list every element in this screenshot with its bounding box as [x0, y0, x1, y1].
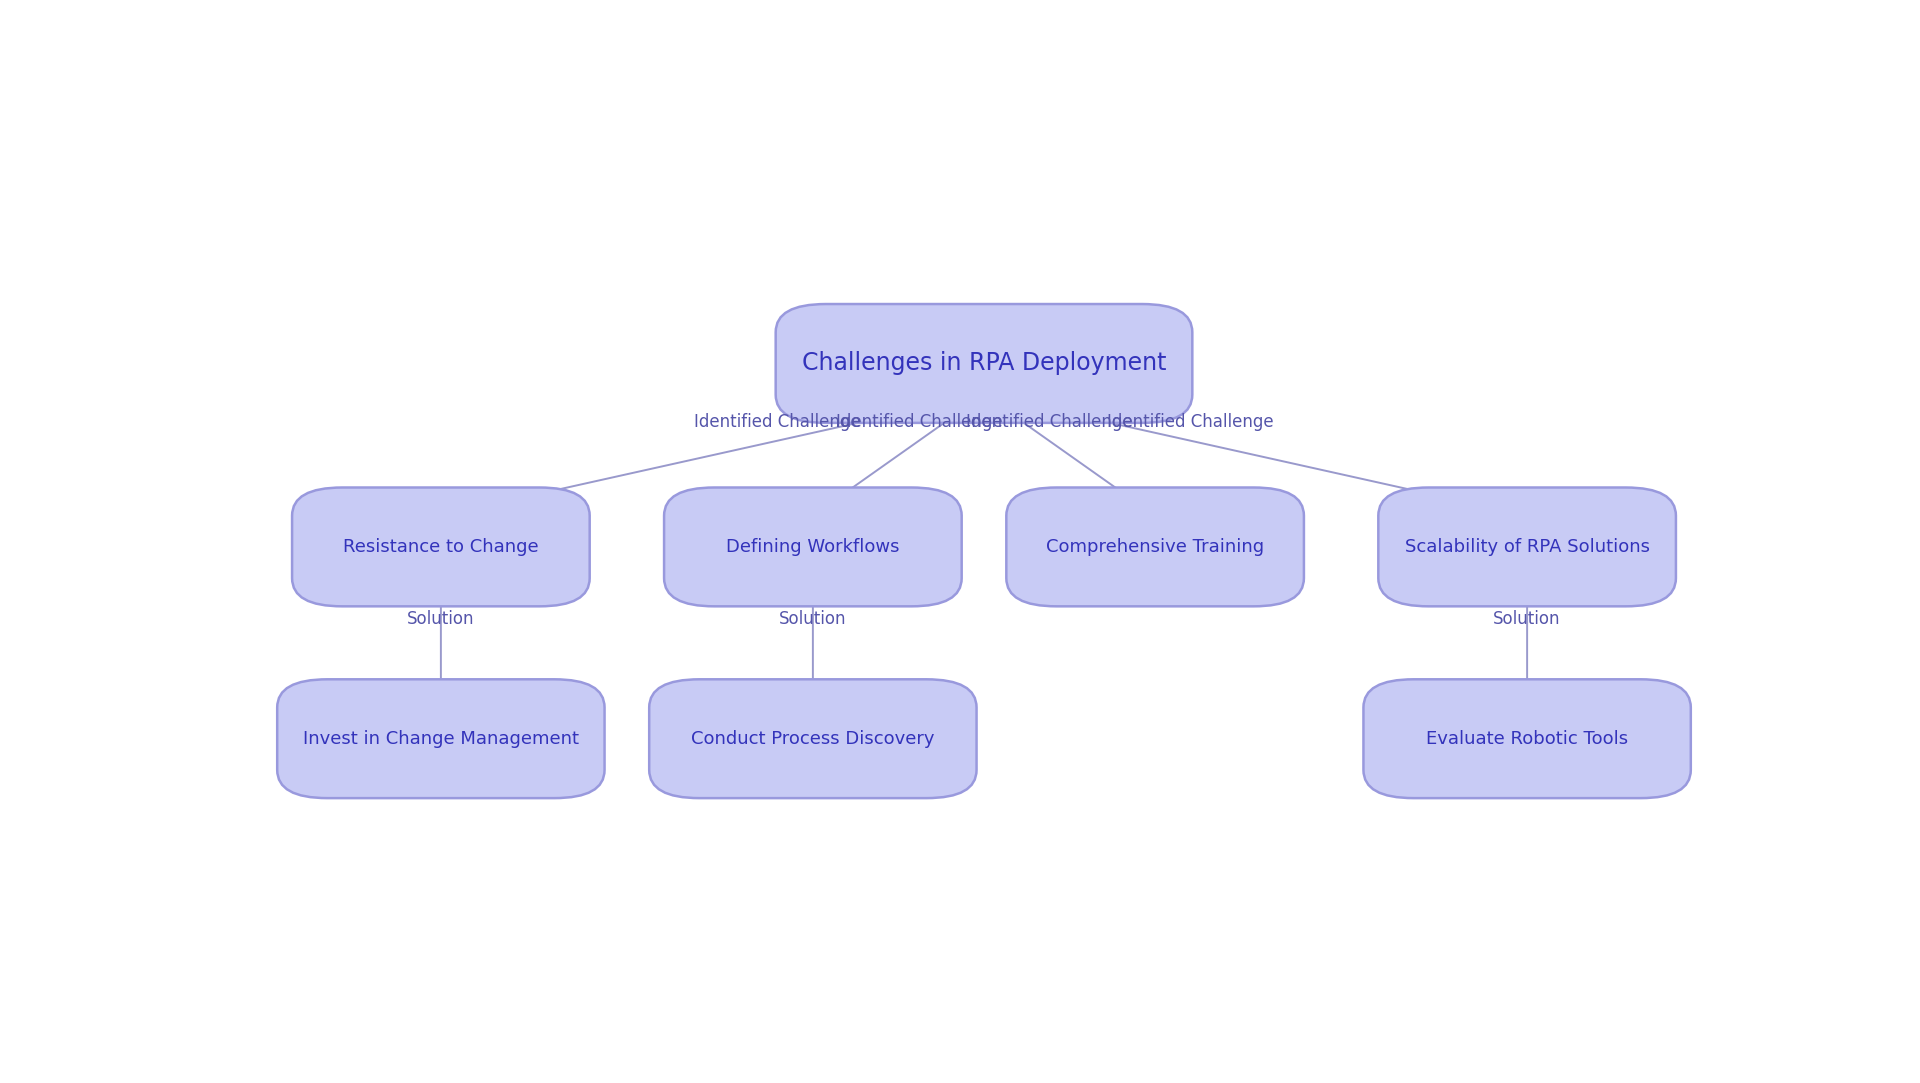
Text: Challenges in RPA Deployment: Challenges in RPA Deployment [803, 352, 1165, 376]
Text: Identified Challenge: Identified Challenge [835, 413, 1002, 431]
FancyBboxPatch shape [1379, 487, 1676, 606]
FancyBboxPatch shape [776, 304, 1192, 422]
Text: Comprehensive Training: Comprehensive Training [1046, 538, 1263, 556]
Text: Resistance to Change: Resistance to Change [344, 538, 540, 556]
Text: Defining Workflows: Defining Workflows [726, 538, 900, 556]
FancyBboxPatch shape [649, 679, 977, 798]
FancyBboxPatch shape [1363, 679, 1692, 798]
Text: Evaluate Robotic Tools: Evaluate Robotic Tools [1427, 730, 1628, 747]
FancyBboxPatch shape [664, 487, 962, 606]
Text: Solution: Solution [1494, 610, 1561, 628]
Text: Conduct Process Discovery: Conduct Process Discovery [691, 730, 935, 747]
Text: Identified Challenge: Identified Challenge [966, 413, 1133, 431]
Text: Solution: Solution [407, 610, 474, 628]
Text: Identified Challenge: Identified Challenge [695, 413, 860, 431]
Text: Identified Challenge: Identified Challenge [1108, 413, 1273, 431]
Text: Invest in Change Management: Invest in Change Management [303, 730, 580, 747]
FancyBboxPatch shape [292, 487, 589, 606]
FancyBboxPatch shape [1006, 487, 1304, 606]
Text: Scalability of RPA Solutions: Scalability of RPA Solutions [1405, 538, 1649, 556]
Text: Solution: Solution [780, 610, 847, 628]
FancyBboxPatch shape [276, 679, 605, 798]
